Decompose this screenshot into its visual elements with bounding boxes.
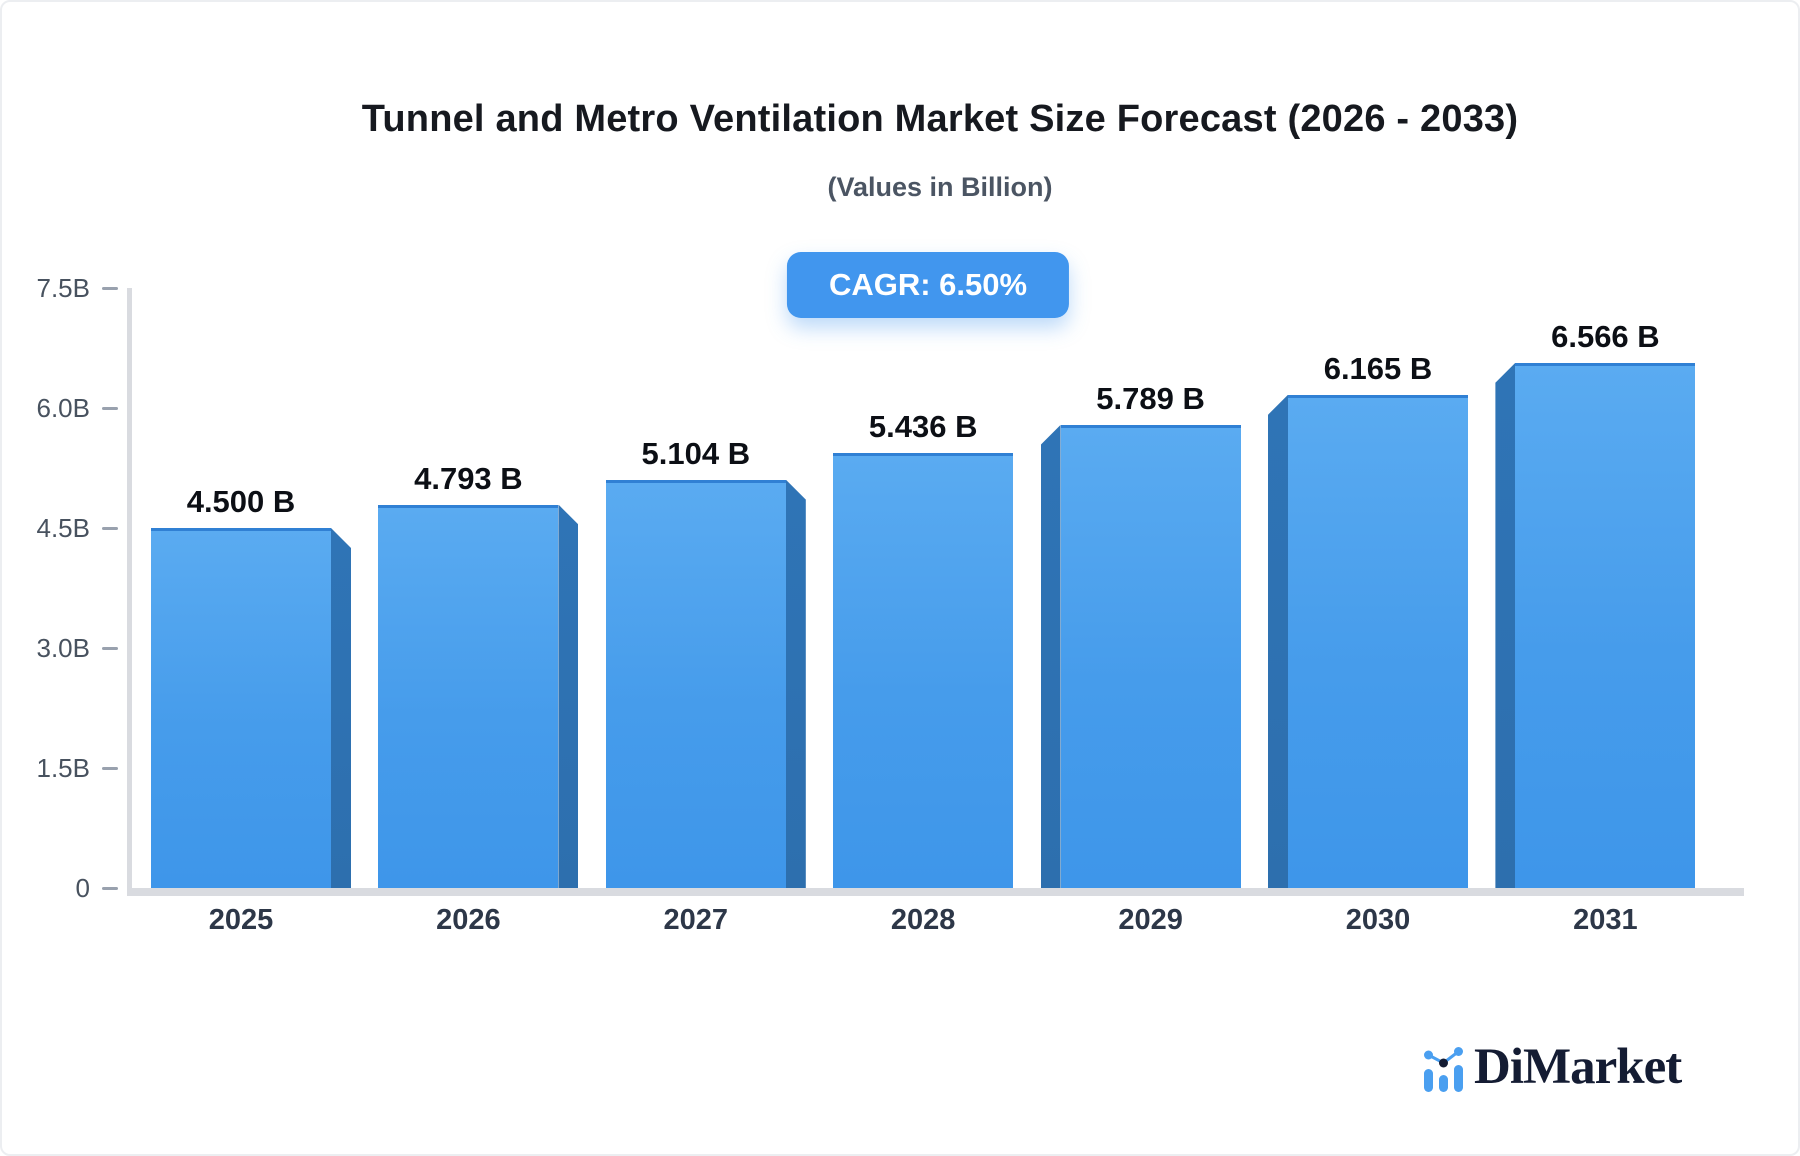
bar-front[interactable] bbox=[1515, 362, 1696, 888]
x-tick-label: 2031 bbox=[1573, 904, 1638, 936]
bar-side-right bbox=[558, 504, 579, 888]
bar-value-label: 4.793 B bbox=[414, 460, 523, 496]
bar-value-label: 5.436 B bbox=[868, 409, 978, 445]
bar-value-label: 6.165 B bbox=[1323, 350, 1433, 386]
y-tick-label: 1.5B bbox=[36, 753, 91, 783]
x-tick-label: 2025 bbox=[208, 904, 274, 936]
bar-front[interactable] bbox=[1288, 394, 1468, 888]
x-tick-label: 2030 bbox=[1345, 904, 1411, 936]
x-tick-label: 2029 bbox=[1118, 904, 1183, 936]
y-tick-dash bbox=[102, 527, 118, 530]
bar-side-left bbox=[1268, 394, 1288, 888]
y-axis-line bbox=[127, 288, 132, 896]
y-tick-label: 6.0B bbox=[36, 393, 91, 423]
bar-front[interactable] bbox=[378, 504, 559, 888]
x-tick-label: 2028 bbox=[890, 904, 956, 936]
bar-value-label: 5.789 B bbox=[1096, 380, 1205, 416]
y-tick-dash bbox=[102, 287, 118, 290]
cagr-badge: CAGR: 6.50% bbox=[786, 252, 1070, 318]
chart-subtitle: (Values in Billion) bbox=[827, 172, 1053, 202]
bar-side-right bbox=[785, 479, 806, 888]
y-tick-dash bbox=[102, 407, 118, 410]
y-tick-label: 3.0B bbox=[36, 633, 91, 663]
bar-side-right bbox=[331, 528, 351, 888]
x-tick-label: 2026 bbox=[436, 904, 501, 936]
bar-value-label: 6.566 B bbox=[1551, 318, 1660, 354]
bar-value-label: 4.500 B bbox=[186, 484, 296, 519]
dimarket-logo-icon bbox=[1424, 1047, 1463, 1092]
y-tick-dash bbox=[102, 767, 118, 770]
bar-front[interactable] bbox=[605, 479, 786, 888]
bar-side-left bbox=[1040, 424, 1061, 888]
y-tick-label: 4.5B bbox=[36, 513, 91, 543]
y-tick-label: 0 bbox=[75, 873, 90, 903]
x-baseline bbox=[127, 888, 1744, 896]
chart-title: Tunnel and Metro Ventilation Market Size… bbox=[361, 98, 1519, 140]
y-tick-dash bbox=[102, 887, 118, 890]
dimarket-logo-text: DiMarket bbox=[1474, 1039, 1682, 1095]
bar-side-left bbox=[1495, 362, 1516, 888]
y-tick-label: 7.5B bbox=[36, 273, 91, 303]
y-tick-dash bbox=[102, 647, 118, 650]
bar-front[interactable] bbox=[833, 453, 1014, 888]
x-tick-label: 2027 bbox=[663, 904, 729, 936]
bar-value-label: 5.104 B bbox=[641, 435, 751, 471]
bar-front[interactable] bbox=[151, 528, 331, 888]
bar-front[interactable] bbox=[1060, 424, 1241, 888]
